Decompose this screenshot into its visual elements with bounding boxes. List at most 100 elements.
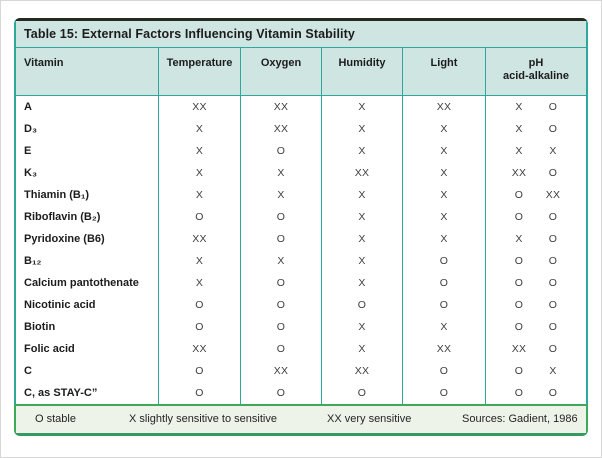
ph-acid-value: XX [511, 343, 527, 355]
humidity-value: X [321, 184, 402, 206]
ph-alkaline-value: O [548, 101, 558, 113]
vitamin-name: Calcium pantothenate [24, 277, 139, 289]
ph-acid-value: X [515, 123, 523, 135]
humidity-value: X [321, 272, 402, 294]
ph-alkaline-value: O [548, 211, 558, 223]
light-value: X [402, 206, 485, 228]
ph-acid-value: O [514, 255, 524, 267]
table-row: B₁₂ X X X O O O [16, 250, 586, 272]
table-row: K₃ X X XX X XX O [16, 162, 586, 184]
ph-acid-value: O [514, 277, 524, 289]
oxygen-value: O [240, 316, 321, 338]
table-row: A XX XX X XX X O [16, 96, 586, 118]
vitamin-name: C [24, 365, 32, 377]
ph-alkaline-value: O [548, 277, 558, 289]
ph-alkaline-value: O [548, 167, 558, 179]
humidity-value: X [321, 250, 402, 272]
column-header-oxygen: Oxygen [240, 48, 321, 95]
humidity-value: X [321, 206, 402, 228]
humidity-value: O [321, 294, 402, 316]
temperature-value: O [158, 360, 240, 382]
column-header-light: Light [402, 48, 485, 95]
vitamin-name: D₃ [24, 123, 38, 135]
ph-acid-value: O [514, 387, 524, 399]
oxygen-value: O [240, 294, 321, 316]
vitamin-name: C, as STAY-C” [24, 387, 98, 399]
light-value: X [402, 184, 485, 206]
temperature-value: X [158, 140, 240, 162]
humidity-value: XX [321, 360, 402, 382]
light-value: X [402, 316, 485, 338]
ph-acid-value: X [515, 233, 523, 245]
oxygen-value: XX [240, 96, 321, 118]
vitamin-name: K₃ [24, 167, 38, 179]
ph-alkaline-value: X [549, 365, 557, 377]
oxygen-value: O [240, 140, 321, 162]
vitamin-name: B₁₂ [24, 255, 42, 267]
table-row: Pyridoxine (B6) XX O X X X O [16, 228, 586, 250]
oxygen-value: XX [240, 118, 321, 140]
column-header-ph-line2: acid-alkaline [502, 70, 570, 82]
vitamin-name: Thiamin (B₁) [24, 189, 90, 201]
vitamin-name: Folic acid [24, 343, 75, 355]
ph-value: XX O [485, 338, 586, 360]
light-value: O [402, 360, 485, 382]
ph-alkaline-value: O [548, 321, 558, 333]
vitamin-stability-table: Table 15: External Factors Influencing V… [14, 18, 588, 436]
oxygen-value: X [240, 162, 321, 184]
table-row: Calcium pantothenate X O X O O O [16, 272, 586, 294]
light-value: X [402, 162, 485, 184]
ph-acid-value: X [515, 145, 523, 157]
humidity-value: X [321, 228, 402, 250]
ph-acid-value: O [514, 189, 524, 201]
humidity-value: X [321, 96, 402, 118]
temperature-value: X [158, 250, 240, 272]
table-header-row: Vitamin Temperature Oxygen Humidity Ligh… [14, 47, 588, 96]
light-value: O [402, 382, 485, 404]
vitamin-name: Nicotinic acid [24, 299, 96, 311]
light-value: XX [402, 338, 485, 360]
ph-alkaline-value: O [548, 255, 558, 267]
ph-alkaline-value: O [548, 233, 558, 245]
ph-value: O XX [485, 184, 586, 206]
ph-alkaline-value: XX [545, 189, 561, 201]
table-row: C O XX XX O O X [16, 360, 586, 382]
ph-alkaline-value: O [548, 123, 558, 135]
column-header-ph-line1: pH [528, 57, 544, 69]
ph-acid-value: X [515, 101, 523, 113]
temperature-value: X [158, 118, 240, 140]
humidity-value: X [321, 140, 402, 162]
temperature-value: XX [158, 228, 240, 250]
table-row: Biotin O O X X O O [16, 316, 586, 338]
temperature-value: X [158, 162, 240, 184]
humidity-value: O [321, 382, 402, 404]
light-value: X [402, 228, 485, 250]
humidity-value: X [321, 316, 402, 338]
ph-acid-value: O [514, 211, 524, 223]
oxygen-value: O [240, 272, 321, 294]
table-row: Nicotinic acid O O O O O O [16, 294, 586, 316]
column-header-humidity: Humidity [321, 48, 402, 95]
table-row: Folic acid XX O X XX XX O [16, 338, 586, 360]
table-row: C, as STAY-C” O O O O O O [16, 382, 586, 404]
ph-alkaline-value: O [548, 343, 558, 355]
temperature-value: O [158, 316, 240, 338]
temperature-value: XX [158, 338, 240, 360]
legend-very-sensitive: XX very sensitive [327, 413, 412, 425]
legend-stable: O stable [35, 413, 76, 425]
ph-acid-value: O [514, 365, 524, 377]
light-value: X [402, 140, 485, 162]
ph-value: XX O [485, 162, 586, 184]
table-title: Table 15: External Factors Influencing V… [14, 18, 588, 47]
table-row: Thiamin (B₁) X X X X O XX [16, 184, 586, 206]
oxygen-value: X [240, 250, 321, 272]
oxygen-value: O [240, 382, 321, 404]
ph-alkaline-value: O [548, 299, 558, 311]
